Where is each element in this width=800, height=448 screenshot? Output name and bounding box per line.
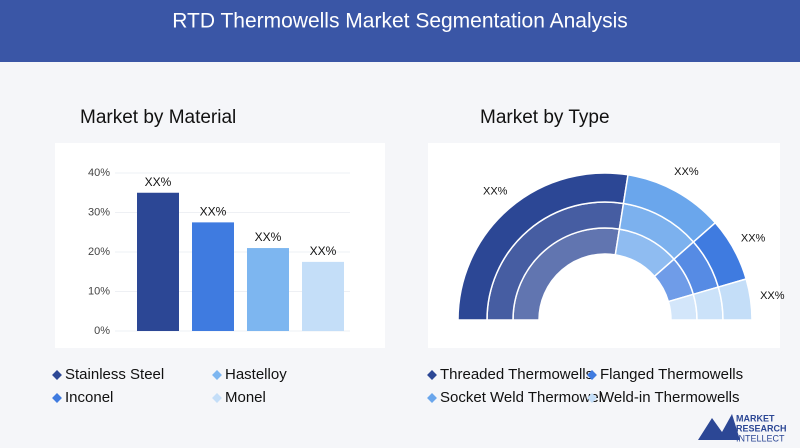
y-tick-label: 0% bbox=[94, 325, 110, 337]
value-label: XX% bbox=[741, 232, 766, 244]
y-tick-label: 40% bbox=[88, 167, 110, 179]
value-label: XX% bbox=[145, 175, 172, 189]
legend-label: Hastelloy bbox=[225, 366, 287, 383]
legend-swatch bbox=[587, 370, 597, 380]
value-label: XX% bbox=[483, 185, 508, 197]
legend-label: Flanged Thermowells bbox=[600, 366, 743, 383]
header-bar bbox=[0, 0, 800, 62]
chart-title: Market by Type bbox=[480, 107, 610, 128]
value-label: XX% bbox=[255, 230, 282, 244]
logo-text: INTELLECT bbox=[736, 433, 785, 443]
logo-text: MARKET bbox=[736, 413, 775, 423]
y-tick-label: 10% bbox=[88, 285, 110, 297]
bar bbox=[302, 261, 344, 331]
bar bbox=[247, 248, 289, 331]
bar bbox=[192, 222, 234, 331]
y-tick-label: 20% bbox=[88, 246, 110, 258]
page-title: RTD Thermowells Market Segmentation Anal… bbox=[172, 10, 628, 33]
legend-label: Threaded Thermowells bbox=[440, 366, 593, 383]
legend-label: Inconel bbox=[65, 389, 113, 406]
legend-label: Socket Weld Thermowel bbox=[440, 389, 602, 406]
value-label: XX% bbox=[674, 166, 699, 178]
legend-swatch bbox=[427, 393, 437, 403]
logo-icon bbox=[698, 414, 740, 440]
value-label: XX% bbox=[760, 290, 785, 302]
bar bbox=[137, 192, 179, 331]
logo-text: RESEARCH bbox=[736, 423, 787, 433]
legend-swatch bbox=[212, 370, 222, 380]
value-label: XX% bbox=[310, 244, 337, 258]
legend-label: Monel bbox=[225, 389, 266, 406]
donut-segment bbox=[717, 278, 753, 321]
legend-swatch bbox=[587, 393, 597, 403]
value-label: XX% bbox=[200, 205, 227, 219]
logo: MARKET RESEARCH INTELLECT bbox=[698, 413, 787, 443]
legend-swatch bbox=[427, 370, 437, 380]
legend-label: Stainless Steel bbox=[65, 366, 164, 383]
legend-label: Weld-in Thermowells bbox=[600, 389, 740, 406]
legend-swatch bbox=[212, 393, 222, 403]
chart-title: Market by Material bbox=[80, 107, 236, 128]
y-tick-label: 30% bbox=[88, 206, 110, 218]
